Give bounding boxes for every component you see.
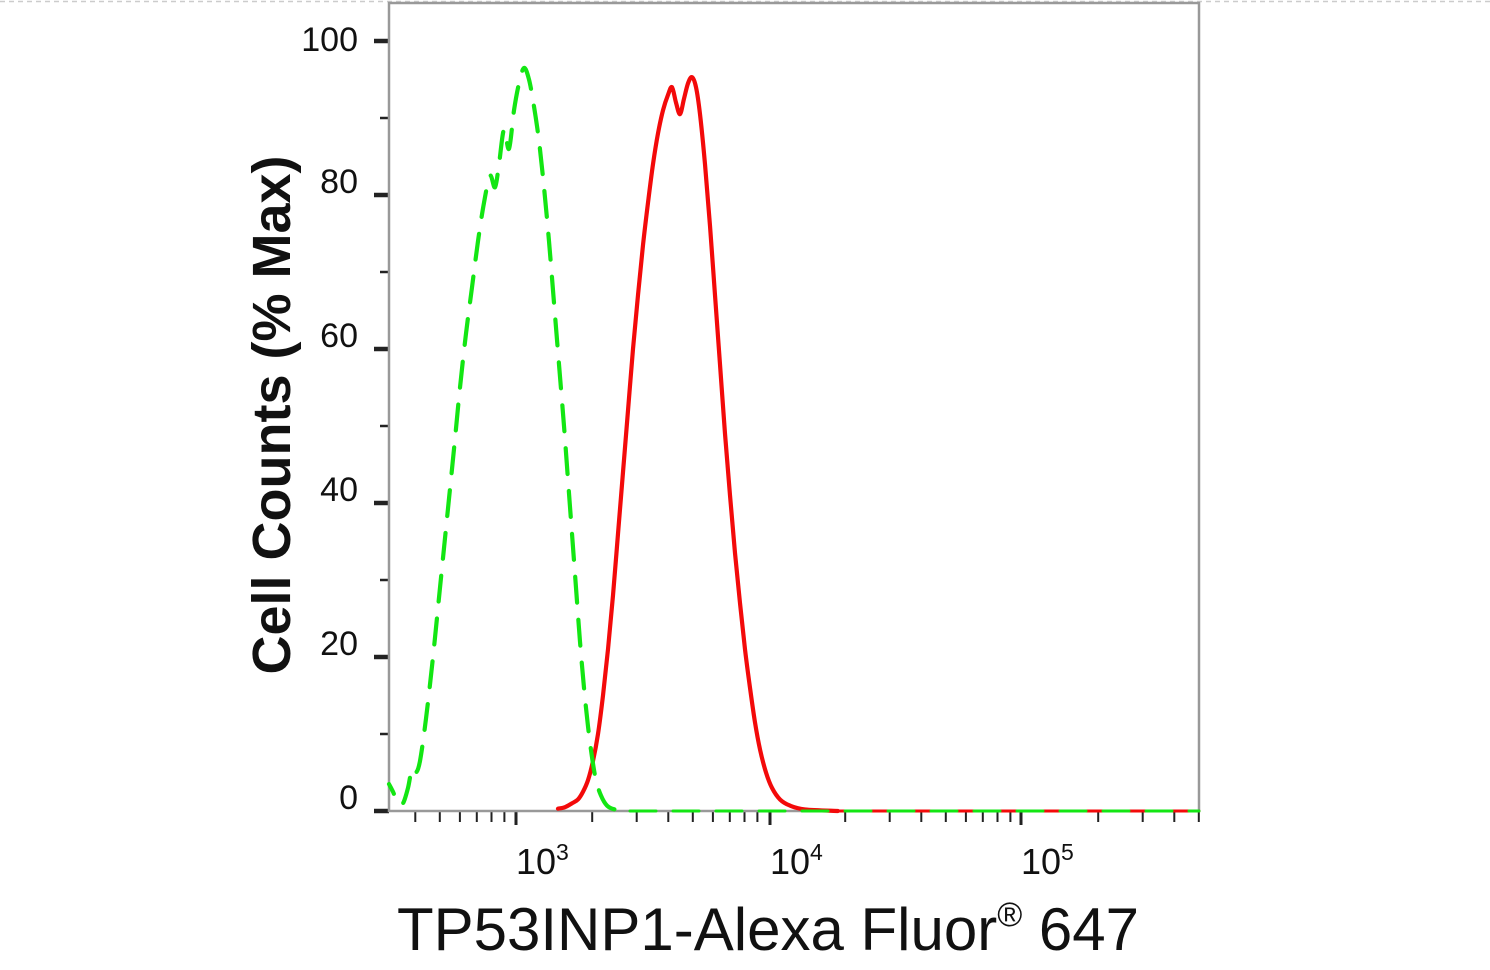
svg-text:Cell Counts (% Max): Cell Counts (% Max) [242, 155, 302, 674]
svg-text:80: 80 [320, 163, 358, 201]
svg-text:60: 60 [320, 317, 358, 355]
svg-text:TP53INP1-Alexa Fluor® 647: TP53INP1-Alexa Fluor® 647 [397, 896, 1139, 963]
svg-text:103: 103 [516, 839, 569, 882]
svg-text:104: 104 [770, 839, 823, 882]
svg-text:0: 0 [339, 779, 358, 817]
svg-text:20: 20 [320, 625, 358, 663]
svg-text:100: 100 [301, 21, 358, 59]
svg-text:40: 40 [320, 471, 358, 509]
svg-text:105: 105 [1021, 839, 1074, 882]
